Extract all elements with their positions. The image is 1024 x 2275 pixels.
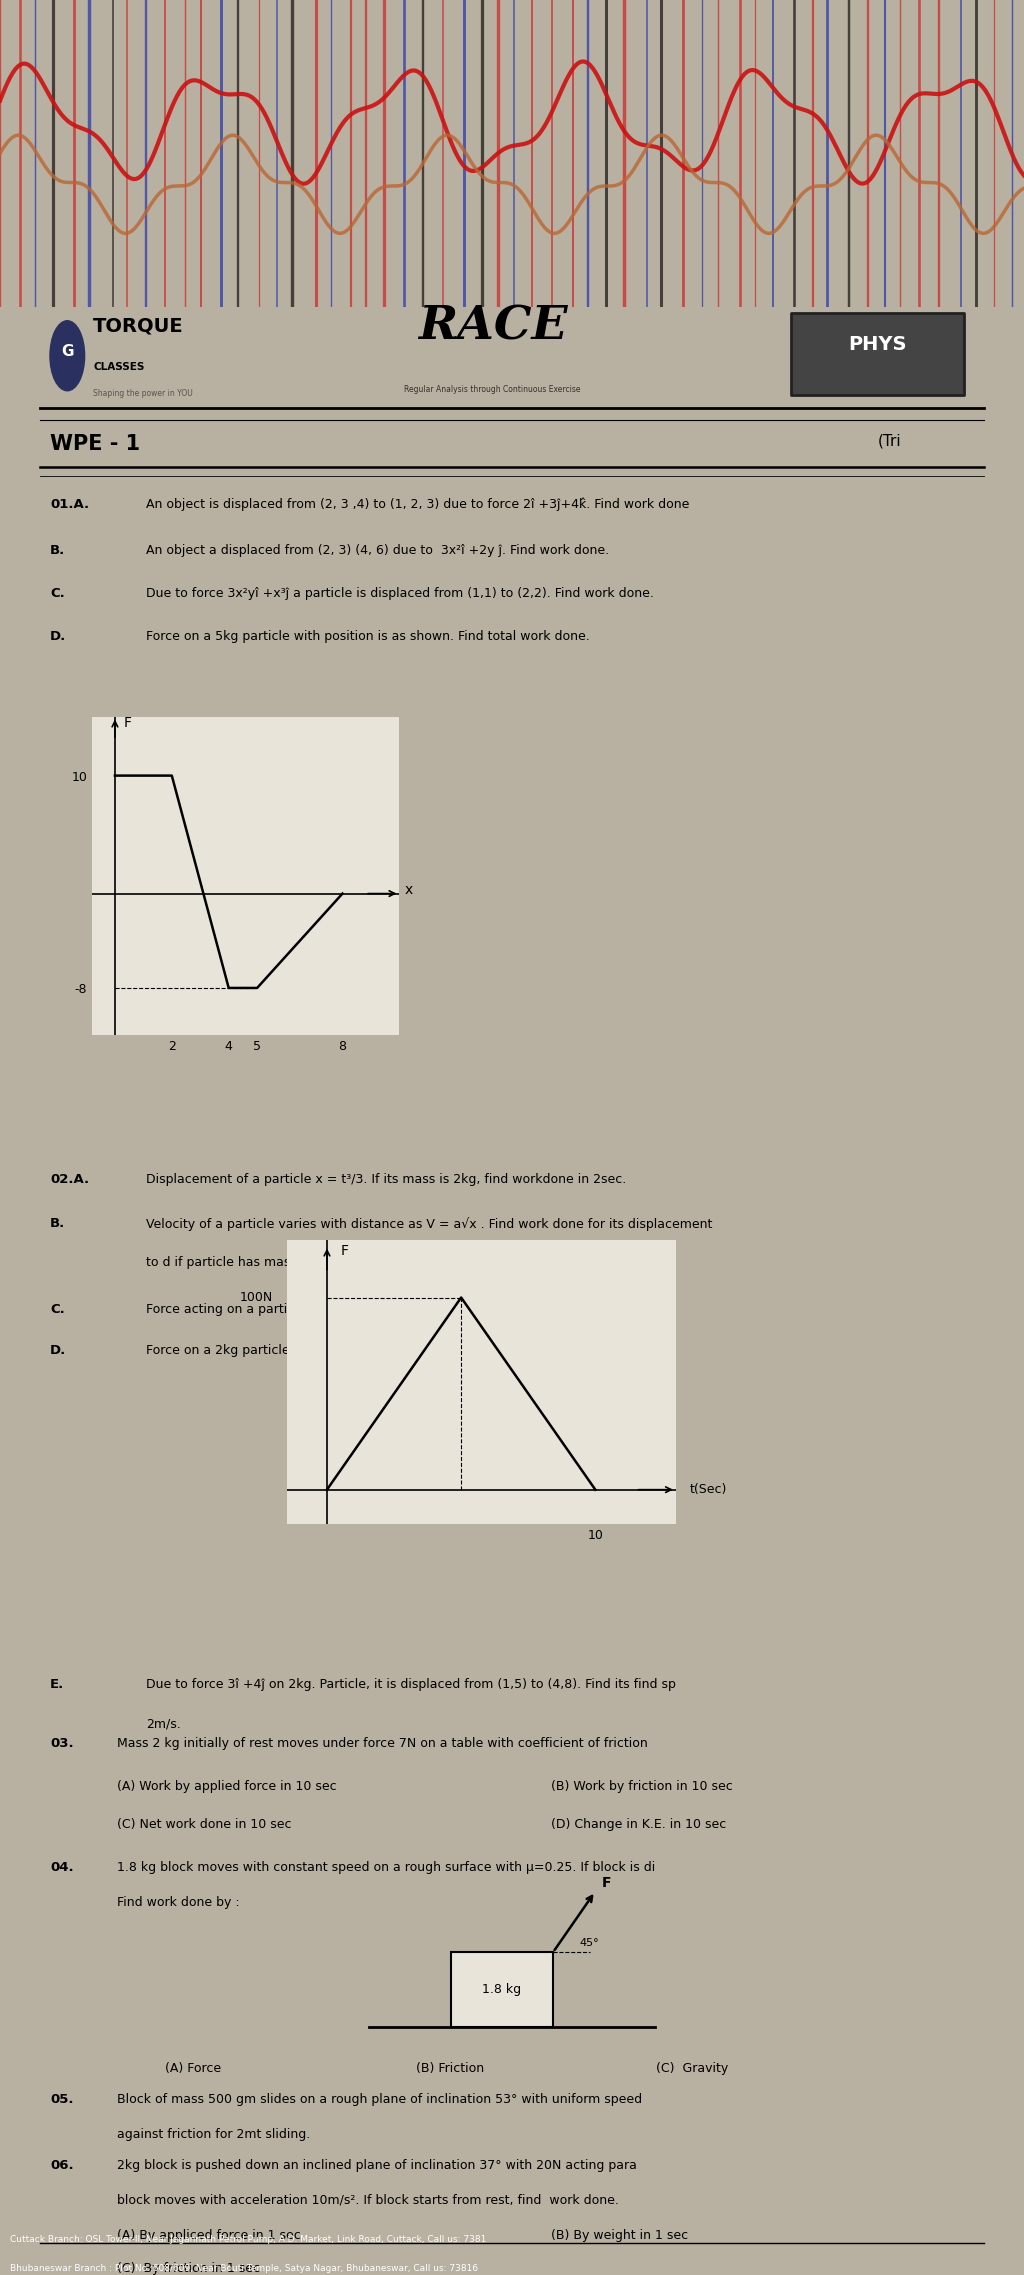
Text: D.: D. [50,1345,67,1356]
Text: 02.A.: 02.A. [50,1172,89,1185]
Text: 01.A.: 01.A. [50,498,89,512]
Text: CLASSES: CLASSES [93,362,144,371]
Text: C.: C. [50,587,65,601]
Text: 06.: 06. [50,2159,74,2173]
Text: 2m/s.: 2m/s. [146,1718,181,1731]
Text: (B) Work by friction in 10 sec: (B) Work by friction in 10 sec [551,1779,732,1793]
Text: (C) Net work done in 10 sec: (C) Net work done in 10 sec [118,1818,292,1831]
Text: Cuttack Branch: OSL Tower-II, Near Jagannath Petrol Pump, A.D. Market, Link Road: Cuttack Branch: OSL Tower-II, Near Jagan… [10,2234,486,2243]
Text: (A) By appliced force in 1 sec: (A) By appliced force in 1 sec [118,2230,301,2241]
Text: 05.: 05. [50,2093,74,2107]
Text: 100N: 100N [240,1290,273,1304]
Text: Due to force 3x²yî +x³ĵ a particle is displaced from (1,1) to (2,2). Find work d: Due to force 3x²yî +x³ĵ a particle is di… [146,587,654,601]
Bar [451,1952,553,2027]
Text: B.: B. [50,1217,66,1231]
Text: (Tri: (Tri [878,435,901,448]
Text: 1.8 kg block moves with constant speed on a rough surface with μ=0.25. If block : 1.8 kg block moves with constant speed o… [118,1861,655,1875]
Text: Force on a 2kg particle initially at rest is as shown calculate work done in 10 : Force on a 2kg particle initially at res… [146,1345,655,1356]
Text: G: G [61,344,74,359]
Text: (B) By weight in 1 sec: (B) By weight in 1 sec [551,2230,688,2241]
Text: (A) Force: (A) Force [166,2061,221,2075]
Text: 04.: 04. [50,1861,74,1875]
Text: Block of mass 500 gm slides on a rough plane of inclination 53° with uniform spe: Block of mass 500 gm slides on a rough p… [118,2093,642,2107]
Text: WPE - 1: WPE - 1 [50,435,140,453]
Text: 2kg block is pushed down an inclined plane of inclination 37° with 20N acting pa: 2kg block is pushed down an inclined pla… [118,2159,637,2173]
Text: An object a displaced from (2, 3) (4, 6) due to  3x²î +2y ĵ. Find work done.: An object a displaced from (2, 3) (4, 6)… [146,544,609,557]
Text: Bhubaneswar Branch : Plot No.:608/609, Near Bouti Temple, Satya Nagar, Bhubanesw: Bhubaneswar Branch : Plot No.:608/609, N… [10,2264,478,2273]
Text: block moves with acceleration 10m/s². If block starts from rest, find  work done: block moves with acceleration 10m/s². If… [118,2193,620,2207]
Text: against friction for 2mt sliding.: against friction for 2mt sliding. [118,2127,310,2141]
Text: x: x [406,883,414,896]
Text: D.: D. [50,630,67,644]
Text: (D) Change in K.E. in 10 sec: (D) Change in K.E. in 10 sec [551,1818,726,1831]
Text: t(Sec): t(Sec) [689,1483,727,1497]
Text: Force on a 5kg particle with position is as shown. Find total work done.: Force on a 5kg particle with position is… [146,630,590,644]
Bar [792,314,965,394]
Text: to d if particle has mass m.: to d if particle has mass m. [146,1256,317,1269]
Text: 45°: 45° [580,1938,599,1947]
Text: PHYS: PHYS [849,334,907,353]
Text: B.: B. [50,544,66,557]
Text: Mass 2 kg initially of rest moves under force 7N on a table with coefficient of : Mass 2 kg initially of rest moves under … [118,1736,648,1749]
Text: (B) Friction: (B) Friction [416,2061,484,2075]
Text: Due to force 3î +4ĵ on 2kg. Particle, it is displaced from (1,5) to (4,8). Find : Due to force 3î +4ĵ on 2kg. Particle, it… [146,1679,676,1690]
Text: Regular Analysis through Continuous Exercise: Regular Analysis through Continuous Exer… [404,384,581,394]
Text: Find work done by :: Find work done by : [118,1897,240,1909]
Text: (C)  By friction in 1 sec: (C) By friction in 1 sec [118,2261,260,2275]
Text: Velocity of a particle varies with distance as V = a√x . Find work done for its : Velocity of a particle varies with dista… [146,1217,713,1231]
Text: F: F [124,717,131,730]
Text: Displacement of a particle x = t³/3. If its mass is 2kg, find workdone in 2sec.: Displacement of a particle x = t³/3. If … [146,1172,627,1185]
Text: 03.: 03. [50,1736,74,1749]
Text: Shaping the power in YOU: Shaping the power in YOU [93,389,194,398]
Text: An object is displaced from (2, 3 ,4) to (1, 2, 3) due to force 2î +3ĵ+4k̂. Find: An object is displaced from (2, 3 ,4) to… [146,498,689,512]
Text: F: F [601,1877,611,1891]
Text: 1.8 kg: 1.8 kg [482,1984,521,1995]
Circle shape [50,321,85,391]
Text: C.: C. [50,1304,65,1315]
Text: E.: E. [50,1679,65,1690]
Text: (A) Work by applied force in 10 sec: (A) Work by applied force in 10 sec [118,1779,337,1793]
Text: F: F [340,1244,348,1258]
Text: (C)  Gravity: (C) Gravity [656,2061,729,2075]
Text: Force acting on a particle F = k/v. Find work done by the force in time t.: Force acting on a particle F = k/v. Find… [146,1304,596,1315]
Text: RACE: RACE [418,303,567,350]
Text: TORQUE: TORQUE [93,316,184,337]
